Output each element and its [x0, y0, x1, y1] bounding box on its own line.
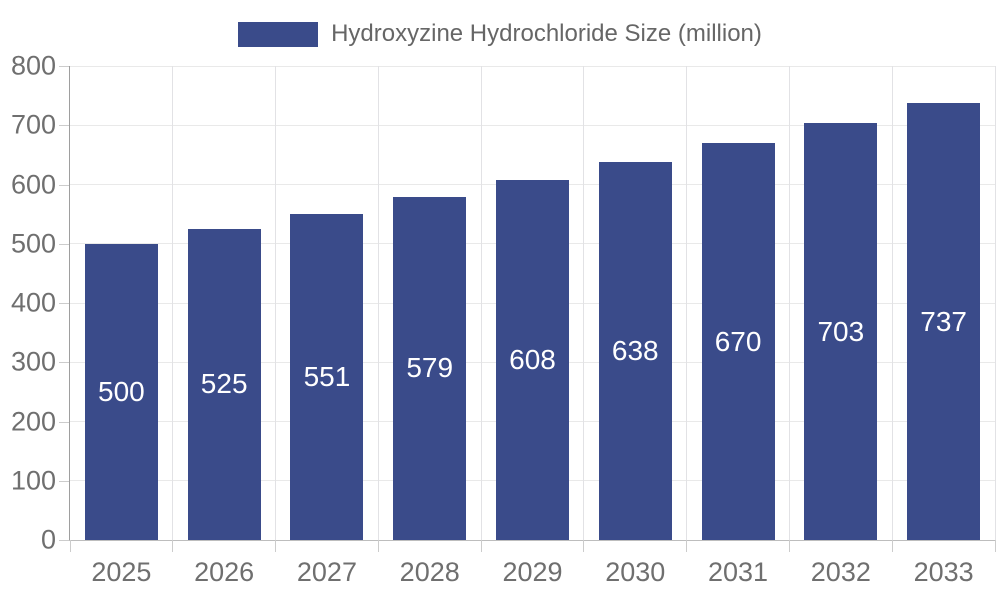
- bar-2027[interactable]: [290, 213, 364, 540]
- x-tick-mark: [480, 540, 482, 552]
- bar-2029[interactable]: [496, 179, 569, 540]
- y-tick-mark: [59, 421, 69, 423]
- x-tick-label: 2029: [502, 557, 563, 587]
- legend-swatch: [238, 21, 319, 47]
- x-tick-mark: [377, 540, 379, 552]
- x-tick-label: 2031: [708, 557, 769, 587]
- x-tick-mark: [583, 540, 585, 552]
- x-tick-label: 2033: [913, 557, 974, 587]
- x-tick-mark: [788, 540, 790, 552]
- x-tick-mark: [172, 540, 174, 552]
- x-tick-label: 2032: [810, 557, 871, 587]
- gridline-vertical: [994, 66, 996, 540]
- y-tick-label: 700: [10, 109, 56, 140]
- y-tick-mark: [59, 303, 69, 304]
- y-tick-label: 300: [10, 346, 56, 377]
- x-tick-label: 2027: [296, 557, 357, 587]
- y-tick-mark: [59, 362, 69, 364]
- x-tick-mark: [275, 540, 277, 552]
- gridline-vertical: [788, 66, 790, 540]
- y-tick-label: 0: [40, 524, 56, 555]
- y-tick-mark: [59, 66, 69, 67]
- y-tick-label: 400: [10, 287, 56, 318]
- bar-2030[interactable]: [598, 162, 672, 540]
- gridline-vertical: [275, 66, 277, 540]
- x-tick-mark: [994, 540, 996, 552]
- bar-2033[interactable]: [907, 103, 981, 540]
- bar-2031[interactable]: [701, 143, 775, 540]
- x-tick-label: 2030: [605, 557, 666, 587]
- x-tick-mark: [69, 540, 71, 552]
- y-tick-label: 800: [10, 50, 56, 81]
- x-tick-label: 2025: [91, 557, 152, 587]
- gridline-vertical: [686, 66, 688, 540]
- y-tick-label: 100: [10, 465, 56, 496]
- gridline-horizontal: [70, 65, 995, 67]
- y-tick-mark: [59, 540, 69, 541]
- gridline-vertical: [172, 66, 174, 540]
- gridline-vertical: [583, 66, 585, 540]
- x-tick-label: 2028: [399, 557, 460, 587]
- gridline-vertical: [891, 66, 893, 540]
- x-tick-mark: [686, 540, 688, 552]
- bar-2026[interactable]: [187, 228, 261, 540]
- y-tick-mark: [59, 480, 69, 482]
- y-tick-mark: [59, 125, 69, 127]
- gridline-horizontal: [70, 124, 995, 126]
- bar-2025[interactable]: [84, 243, 158, 540]
- x-tick-mark: [891, 540, 893, 552]
- x-tick-label: 2026: [194, 557, 255, 587]
- y-tick-label: 200: [10, 406, 56, 436]
- gridline-vertical: [377, 66, 379, 540]
- x-axis-line: [69, 540, 995, 541]
- bar-2028[interactable]: [393, 196, 467, 540]
- y-tick-mark: [59, 243, 69, 245]
- legend[interactable]: Hydroxyzine Hydrochloride Size (million): [0, 20, 1000, 48]
- y-tick-label: 600: [10, 169, 56, 199]
- y-tick-mark: [59, 184, 69, 186]
- gridline-vertical: [480, 66, 482, 540]
- y-axis-line: [69, 66, 70, 540]
- y-tick-label: 500: [10, 228, 56, 259]
- legend-label: Hydroxyzine Hydrochloride Size (million): [331, 20, 762, 47]
- bar-2032[interactable]: [804, 123, 878, 540]
- plot-area: 0 100 200 300 400 500 600 700 800 500 2025 525 2026 5…: [11, 52, 996, 586]
